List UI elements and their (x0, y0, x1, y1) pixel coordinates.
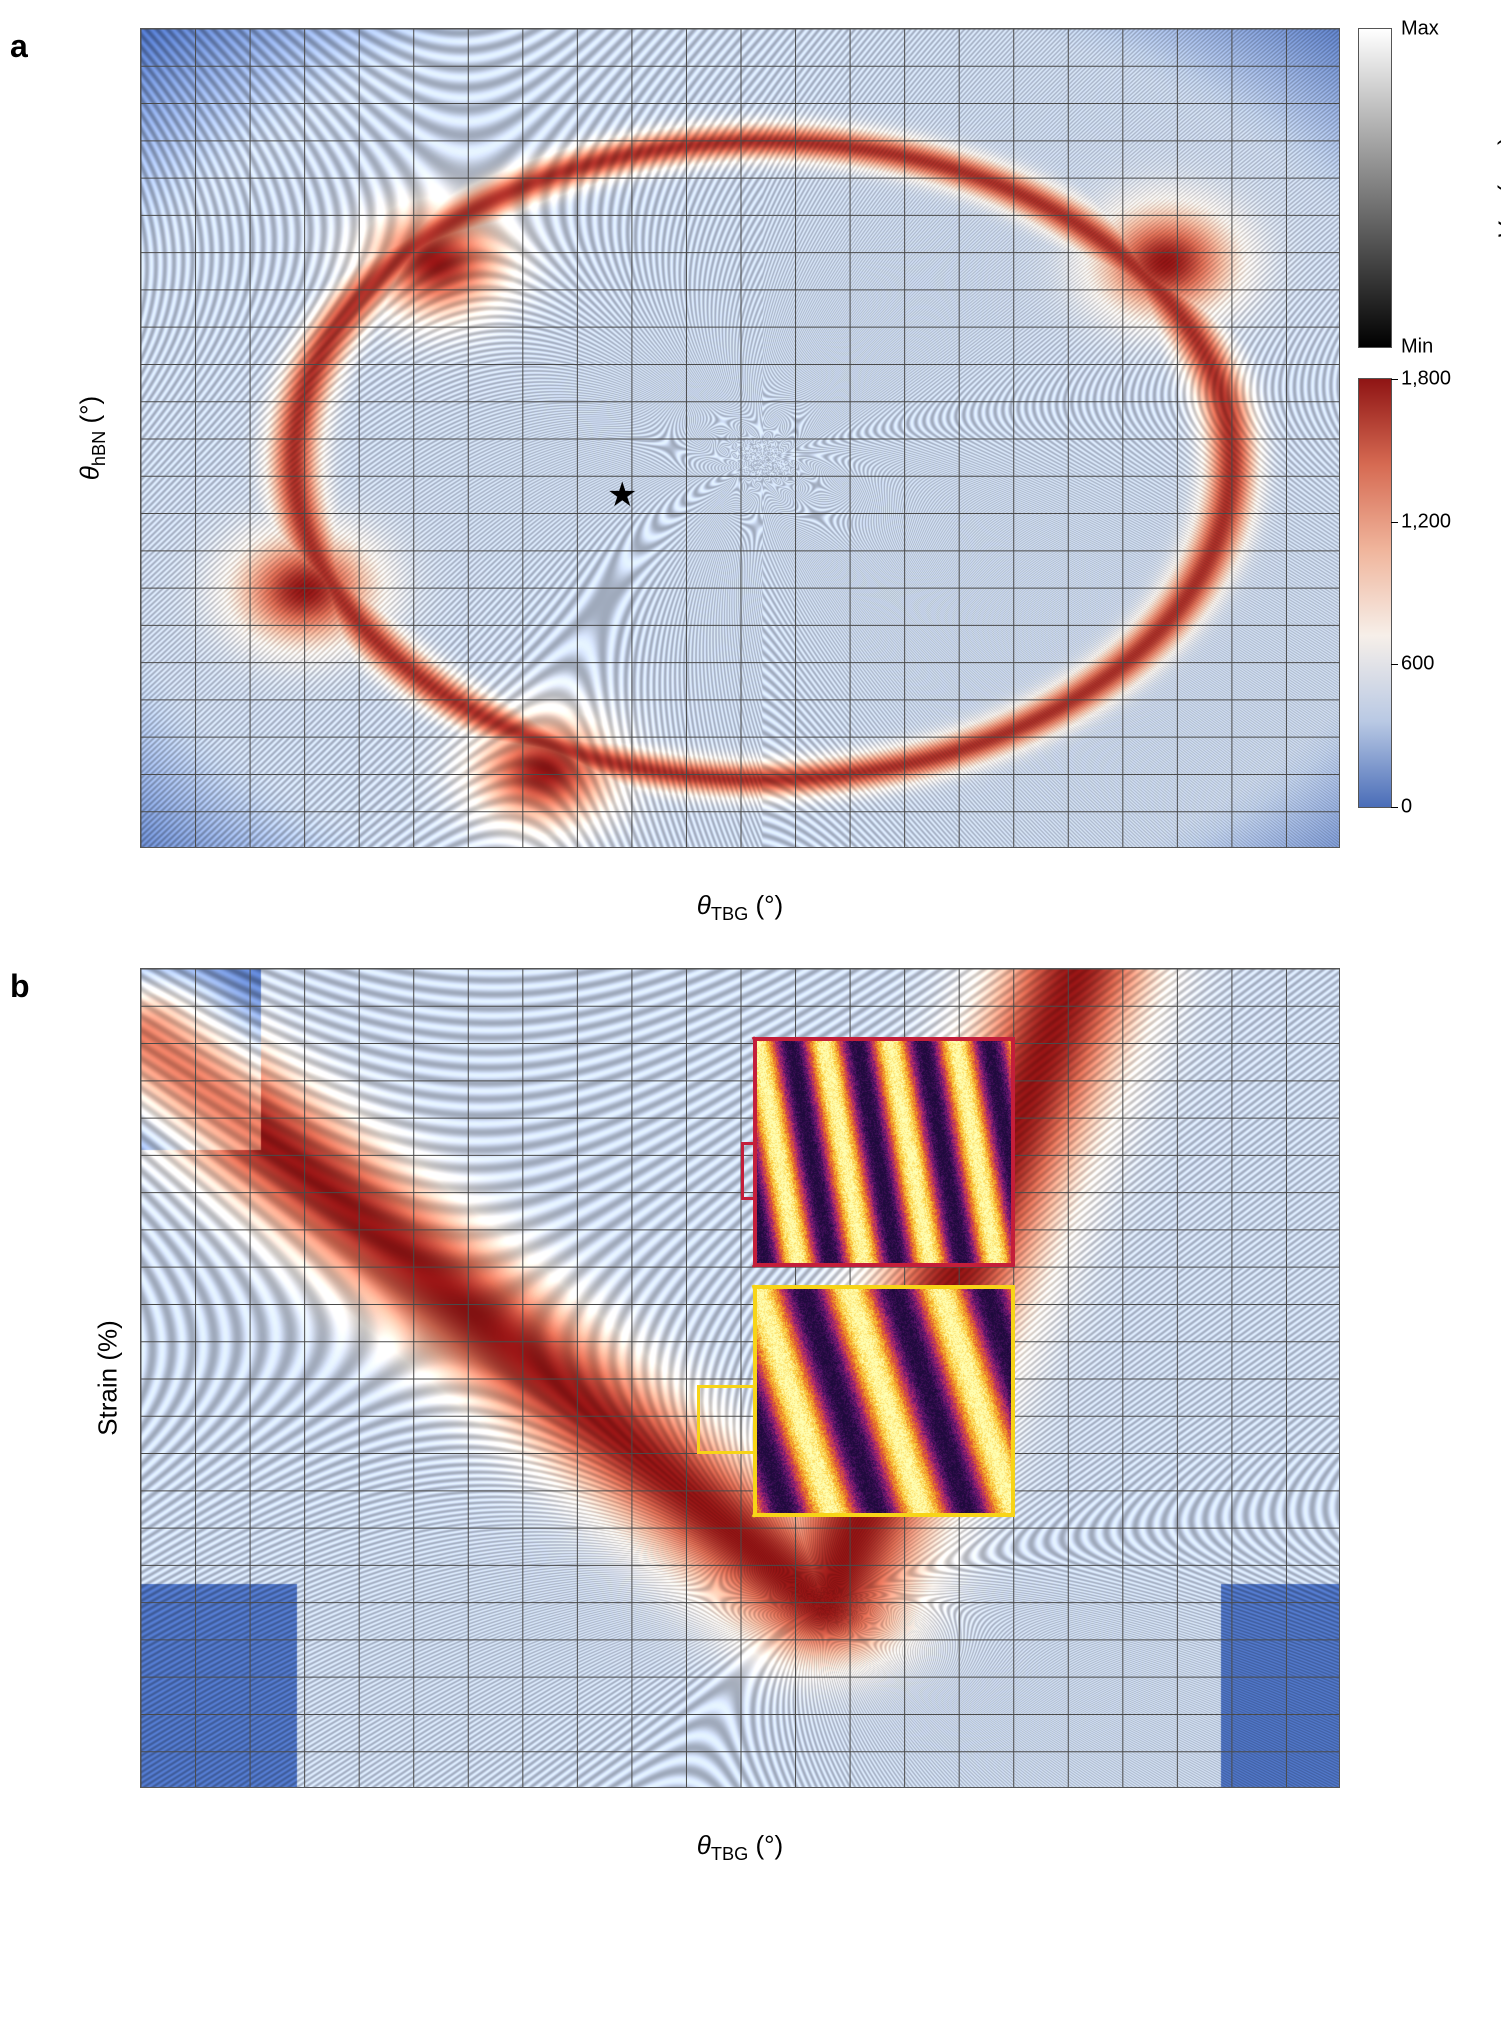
xtick: 1.08 (1156, 1787, 1199, 1788)
panel-a-label: a (10, 28, 28, 65)
panel-b-grid (141, 969, 1340, 1788)
xtick: 1.02 (501, 847, 544, 848)
xtick: 1.00 (283, 847, 326, 848)
figure: a ★ 0.480.500.520.540.561.001.021.041.06… (10, 28, 1491, 1788)
panel-a-grid (141, 29, 1340, 848)
vpot-top-tick: Max (1391, 18, 1439, 41)
xtick: 1.00 (283, 1787, 326, 1788)
star-marker: ★ (607, 481, 635, 509)
vpot-colorbar: Max Min Vpot (a.u.) (1358, 28, 1392, 348)
xtick: 1.02 (501, 1787, 544, 1788)
vpot-bottom-tick: Min (1391, 336, 1433, 359)
panel-a-xlabel: θTBG (°) (697, 848, 783, 925)
panel-b-axes: 0.020.040.060.080.100.120.141.001.021.04… (140, 968, 1340, 1788)
panel-a-ylabel: θhBN (°) (75, 396, 110, 480)
panel-a-plot: ★ 0.480.500.520.540.561.001.021.041.061.… (140, 28, 1340, 848)
colorbar-column: Max Min Vpot (a.u.) Max. periodicity (nm… (1358, 28, 1392, 808)
panel-a-axes: ★ 0.480.500.520.540.561.001.021.041.061.… (140, 28, 1340, 848)
xtick: 1.06 (938, 847, 981, 848)
panel-b-xlabel: θTBG (°) (697, 1788, 783, 1865)
panel-b-label: b (10, 968, 30, 1005)
panel-b-row: 0.020.040.060.080.100.120.141.001.021.04… (140, 968, 1491, 1788)
panel-b-plot: 0.020.040.060.080.100.120.141.001.021.04… (140, 968, 1340, 1788)
periodicity-tick: 1,200 (1391, 510, 1451, 533)
periodicity-tick: 1,800 (1391, 368, 1451, 391)
xtick: 1.08 (1156, 847, 1199, 848)
panel-b-ylabel: Strain (%) (92, 1320, 123, 1436)
periodicity-colorbar: Max. periodicity (nm) 06001,2001,800 (1358, 378, 1392, 808)
yellow-inset-image (753, 1285, 1015, 1517)
red-inset-image (753, 1037, 1015, 1267)
vpot-colorbar-label: Vpot (a.u.) (1494, 137, 1501, 239)
panel-a-row: ★ 0.480.500.520.540.561.001.021.041.061.… (140, 28, 1491, 848)
xtick: 1.06 (938, 1787, 981, 1788)
